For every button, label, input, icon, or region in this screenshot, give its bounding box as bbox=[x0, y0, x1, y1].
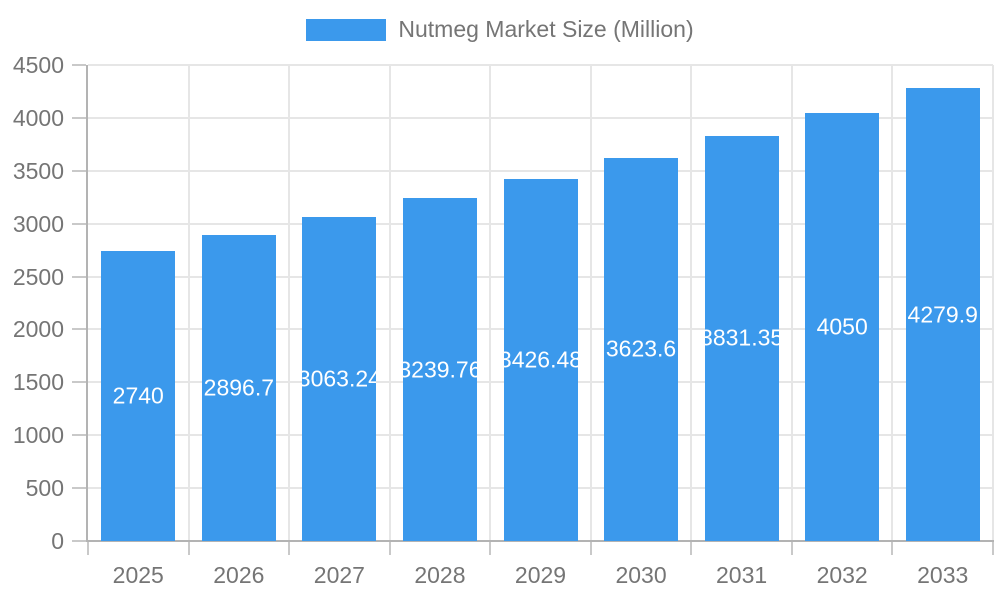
x-gridline bbox=[187, 65, 190, 541]
x-axis-tick bbox=[87, 541, 89, 555]
bar-2029[interactable]: 3426.48 bbox=[503, 178, 578, 541]
bar-value-label: 4050 bbox=[816, 313, 868, 340]
bar-2031[interactable]: 3831.35 bbox=[704, 135, 779, 541]
y-axis-tick-label: 4500 bbox=[12, 52, 64, 78]
bar-value-label: 3063.24 bbox=[302, 365, 377, 392]
x-axis-label: 2027 bbox=[313, 562, 365, 588]
y-gridline bbox=[88, 64, 993, 66]
bar-2026[interactable]: 2896.7 bbox=[201, 234, 276, 541]
y-axis-tick-label: 2500 bbox=[12, 263, 64, 290]
x-axis-tick bbox=[690, 541, 693, 555]
y-gridline bbox=[88, 169, 993, 172]
x-axis-label: 2028 bbox=[414, 562, 466, 588]
y-axis-tick bbox=[72, 222, 86, 225]
x-axis-tick bbox=[187, 541, 190, 555]
bar-value-label: 2896.7 bbox=[203, 374, 275, 401]
bar-2027[interactable]: 3063.24 bbox=[302, 216, 377, 541]
x-gridline bbox=[388, 65, 391, 541]
x-axis-label: 2033 bbox=[917, 562, 969, 588]
x-gridline bbox=[489, 65, 492, 541]
y-axis-tick bbox=[72, 116, 86, 119]
x-axis-label: 2030 bbox=[615, 562, 667, 588]
y-axis-tick-label: 0 bbox=[51, 528, 64, 554]
y-axis-tick bbox=[72, 275, 86, 278]
y-axis-tick bbox=[72, 487, 86, 490]
x-axis-tick bbox=[891, 541, 894, 555]
y-axis-tick bbox=[72, 169, 86, 172]
bar-2030[interactable]: 3623.6 bbox=[604, 157, 679, 541]
y-axis-tick bbox=[72, 64, 86, 66]
x-axis-label: 2031 bbox=[716, 562, 768, 588]
legend-swatch bbox=[306, 18, 387, 41]
x-axis-tick bbox=[288, 541, 291, 555]
x-axis-label: 2026 bbox=[213, 562, 265, 588]
x-gridline bbox=[589, 65, 592, 541]
bar-value-label: 3831.35 bbox=[704, 324, 779, 351]
y-axis-tick-label: 2000 bbox=[12, 316, 64, 343]
y-gridline bbox=[88, 116, 993, 119]
x-gridline bbox=[992, 65, 994, 541]
bar-2032[interactable]: 4050 bbox=[805, 112, 880, 541]
x-axis-tick bbox=[992, 541, 994, 555]
y-axis-tick bbox=[72, 381, 86, 384]
x-axis-line bbox=[86, 540, 994, 542]
bar-value-label: 4279.9 bbox=[907, 301, 978, 328]
y-axis-tick bbox=[72, 540, 86, 542]
x-axis-tick bbox=[388, 541, 391, 555]
chart-legend[interactable]: Nutmeg Market Size (Million) bbox=[0, 16, 1000, 43]
bar-2028[interactable]: 3239.76 bbox=[402, 198, 477, 541]
legend-label: Nutmeg Market Size (Million) bbox=[398, 16, 694, 42]
x-gridline bbox=[891, 65, 894, 541]
y-axis-tick bbox=[72, 328, 86, 331]
x-axis-tick bbox=[489, 541, 492, 555]
y-axis-tick-label: 4000 bbox=[12, 104, 64, 131]
bar-value-label: 3623.6 bbox=[605, 335, 677, 362]
x-axis-label: 2025 bbox=[112, 562, 164, 588]
y-axis-tick-label: 500 bbox=[25, 475, 64, 502]
x-axis-label: 2032 bbox=[816, 562, 868, 588]
y-axis-line bbox=[86, 65, 88, 541]
bar-value-label: 3239.76 bbox=[402, 356, 477, 383]
y-axis-tick bbox=[72, 434, 86, 437]
y-axis-tick-label: 3000 bbox=[12, 210, 64, 237]
bar-2033[interactable]: 4279.9 bbox=[905, 88, 980, 541]
x-gridline bbox=[790, 65, 793, 541]
x-gridline bbox=[690, 65, 693, 541]
y-axis-tick-label: 3500 bbox=[12, 157, 64, 184]
bar-value-label: 2740 bbox=[112, 382, 164, 409]
y-axis-tick-label: 1000 bbox=[12, 422, 64, 449]
bar-2025[interactable]: 2740 bbox=[101, 251, 176, 541]
x-gridline bbox=[288, 65, 291, 541]
x-axis-label: 2029 bbox=[514, 562, 567, 588]
bar-value-label: 3426.48 bbox=[503, 346, 578, 373]
x-axis-tick bbox=[790, 541, 793, 555]
y-axis-tick-label: 1500 bbox=[12, 369, 64, 396]
x-axis-tick bbox=[589, 541, 592, 555]
